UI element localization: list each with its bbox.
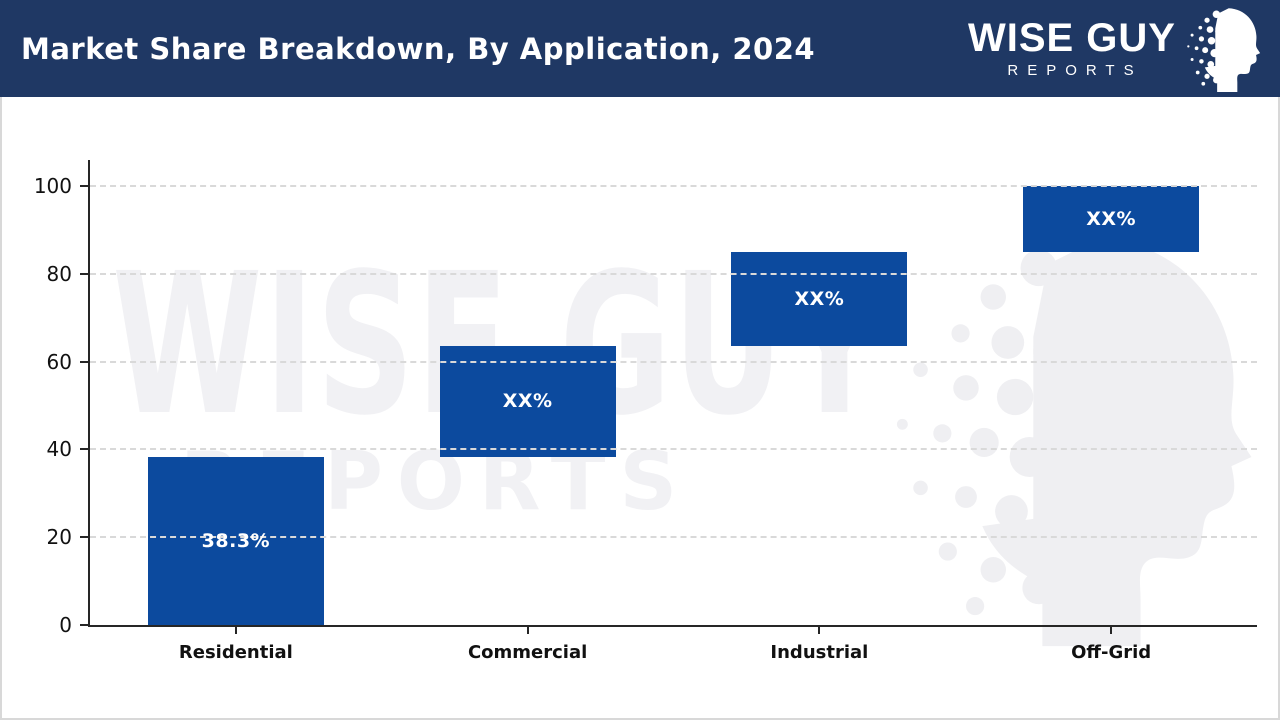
y-tick-0 <box>80 624 90 626</box>
logo-subtitle: REPORTS <box>1007 62 1143 79</box>
y-tick-label: 40 <box>46 437 72 462</box>
bar-residential: 38.3% <box>147 456 324 625</box>
x-tick-residential <box>234 625 237 634</box>
gridline-60 <box>90 360 1257 363</box>
gridline-20 <box>90 536 1257 539</box>
y-tick-80 <box>80 272 90 275</box>
bar-value-label: XX% <box>502 390 553 413</box>
header: Market Share Breakdown, By Application, … <box>0 0 1280 97</box>
y-tick-label: 100 <box>33 174 72 198</box>
x-tick-commercial <box>526 625 529 634</box>
bar-off-grid: XX% <box>1023 186 1200 252</box>
gridline-100 <box>90 185 1257 187</box>
bar-commercial: XX% <box>439 345 616 457</box>
watermark-head-icon <box>896 238 1252 647</box>
y-tick-40 <box>80 448 90 451</box>
y-tick-60 <box>80 360 90 363</box>
plot-area: 38.3% XX% XX% XX% 0 20 40 60 80 100 Residential Com… <box>34 160 1257 663</box>
logo-text: WISE GUY REPORTS <box>968 18 1176 79</box>
chart-canvas: WISE GUY REPORTS 38.3% XX% XX% XX% 0 20 40 60 80… <box>0 97 1280 720</box>
x-label-residential: Residential <box>178 642 293 663</box>
y-tick-label: 20 <box>46 525 72 550</box>
y-tick-label: 80 <box>46 261 72 286</box>
bar-value-label: XX% <box>794 287 845 310</box>
y-tick-label: 0 <box>59 613 72 637</box>
gridline-40 <box>90 448 1257 451</box>
x-tick-off-grid <box>1110 625 1113 634</box>
bar-value-label: XX% <box>1086 207 1137 230</box>
x-label-commercial: Commercial <box>467 642 588 663</box>
logo-wordmark: WISE GUY <box>967 16 1176 60</box>
y-tick-20 <box>80 536 90 539</box>
wiseguy-logo: WISE GUY REPORTS <box>968 6 1266 92</box>
logo-head-icon <box>1187 7 1261 92</box>
gridline-80 <box>90 272 1257 275</box>
bar-industrial: XX% <box>731 251 908 346</box>
x-tick-industrial <box>818 625 821 634</box>
bar-value-label: 38.3% <box>201 529 271 552</box>
x-label-industrial: Industrial <box>770 642 869 663</box>
chart-title: Market Share Breakdown, By Application, … <box>21 31 816 66</box>
y-tick-label: 60 <box>46 349 72 374</box>
x-label-off-grid: Off-Grid <box>1071 642 1152 663</box>
y-tick-100 <box>80 185 90 187</box>
